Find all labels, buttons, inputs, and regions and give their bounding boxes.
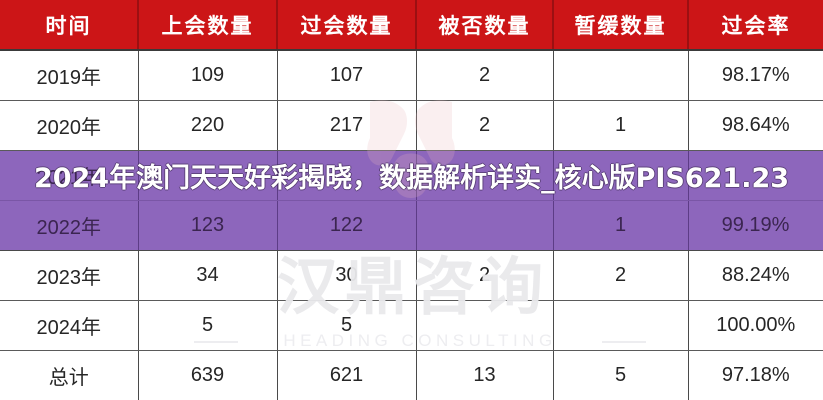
column-header-rejected: 被否数量 — [416, 0, 554, 51]
table-cell-value: 107 — [277, 50, 417, 101]
table-body: 2019年 109 107 2 98.17% 2020年 220 217 2 1 98.64% 202… — [0, 50, 823, 400]
table-row: 2021年 — [0, 150, 823, 201]
table-cell-value: 1 — [553, 200, 689, 251]
table-cell-value: 217 — [277, 100, 417, 151]
table-cell-value — [688, 150, 823, 201]
table-cell-period: 2021年 — [0, 150, 139, 201]
table-cell-value: 2 — [416, 100, 554, 151]
table-cell-value: 5 — [277, 300, 417, 351]
table-cell-value: 13 — [416, 350, 554, 400]
table-cell-value: 98.64% — [688, 100, 823, 151]
table-cell-value: 5 — [138, 300, 278, 351]
table-cell-value: 621 — [277, 350, 417, 400]
table-cell-value — [416, 200, 554, 251]
column-header-approval-rate: 过会率 — [688, 0, 823, 51]
table-cell-value: 1 — [553, 100, 689, 151]
table-cell-value — [277, 150, 417, 201]
table-cell-value — [553, 300, 689, 351]
table-row: 2020年 220 217 2 1 98.64% — [0, 100, 823, 151]
table-cell-value: 100.00% — [688, 300, 823, 351]
table-cell-period: 2020年 — [0, 100, 139, 151]
table-cell-value: 123 — [138, 200, 278, 251]
table-cell-period: 2022年 — [0, 200, 139, 251]
table-cell-period: 2024年 — [0, 300, 139, 351]
column-header-submitted: 上会数量 — [138, 0, 278, 51]
table-cell-value: 88.24% — [688, 250, 823, 301]
table-cell-value: 109 — [138, 50, 278, 101]
table-cell-period: 总计 — [0, 350, 139, 400]
table-row: 总计 639 621 13 5 97.18% — [0, 350, 823, 400]
table-cell-value — [553, 150, 689, 201]
table-row: 2023年 34 30 2 2 88.24% — [0, 250, 823, 301]
table-cell-value: 639 — [138, 350, 278, 400]
table-cell-value: 99.19% — [688, 200, 823, 251]
table-cell-value — [416, 150, 554, 201]
table-cell-value — [138, 150, 278, 201]
table-cell-value — [416, 300, 554, 351]
column-header-approved: 过会数量 — [277, 0, 417, 51]
table-cell-value: 5 — [553, 350, 689, 400]
table-header: 时间 上会数量 过会数量 被否数量 暂缓数量 过会率 — [0, 0, 823, 51]
table-row: 2024年 5 5 100.00% — [0, 300, 823, 351]
column-header-postponed: 暂缓数量 — [553, 0, 689, 51]
table-cell-value: 2 — [553, 250, 689, 301]
table-row: 2019年 109 107 2 98.17% — [0, 50, 823, 101]
table-cell-value: 220 — [138, 100, 278, 151]
table-cell-value: 97.18% — [721, 363, 790, 386]
table-header-row: 时间 上会数量 过会数量 被否数量 暂缓数量 过会率 — [0, 0, 823, 51]
table-cell-value: 2 — [416, 250, 554, 301]
table-row: 2022年 123 122 1 99.19% — [0, 200, 823, 251]
table-cell-value: 2 — [416, 50, 554, 101]
table-cell-value — [553, 50, 689, 101]
table-cell-value: 30 — [277, 250, 417, 301]
column-header-time: 时间 — [0, 0, 139, 51]
table-cell-period: 2023年 — [0, 250, 139, 301]
table-cell-value: 122 — [277, 200, 417, 251]
table-cell-period: 2019年 — [0, 50, 139, 101]
table-cell-value: 34 — [138, 250, 278, 301]
table-cell-value: 98.17% — [688, 50, 823, 101]
